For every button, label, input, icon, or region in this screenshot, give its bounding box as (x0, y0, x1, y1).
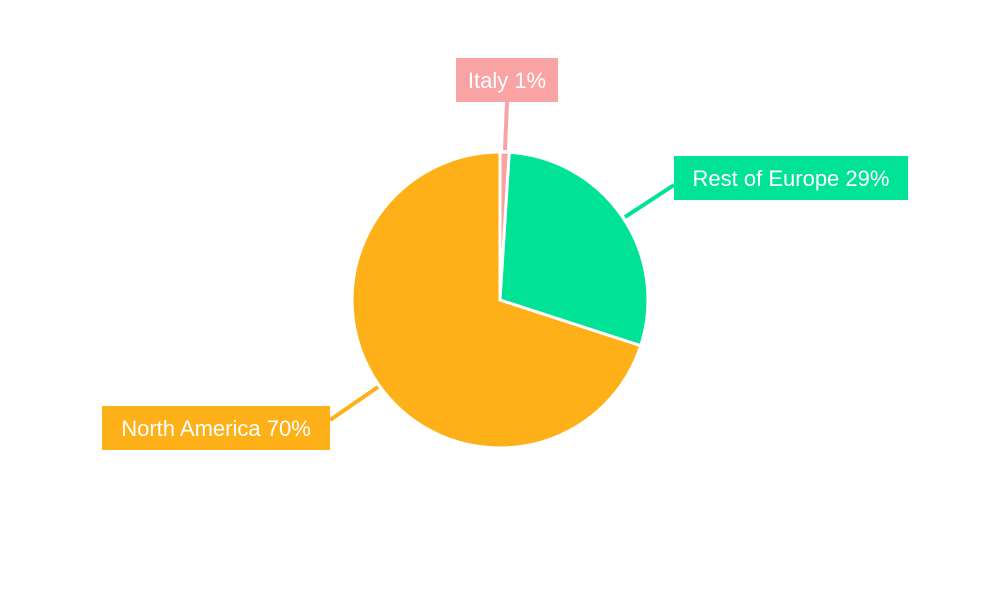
data-label: Rest of Europe 29% (693, 166, 890, 191)
data-label-box (102, 406, 330, 450)
leader-line (623, 183, 676, 219)
data-label: Italy 1% (468, 68, 546, 93)
pie-labels: Italy 1% Rest of Europe 29% North America … (102, 58, 908, 450)
pie-slice-rest-of-europe[interactable] (498, 150, 650, 348)
data-label-box (456, 58, 558, 102)
pie-slice-north-america[interactable] (350, 150, 643, 450)
data-label-box (674, 156, 908, 200)
pie-slices (350, 150, 650, 450)
leader-line (503, 101, 509, 151)
data-label: North America 70% (121, 416, 311, 441)
leader-line (328, 385, 380, 422)
